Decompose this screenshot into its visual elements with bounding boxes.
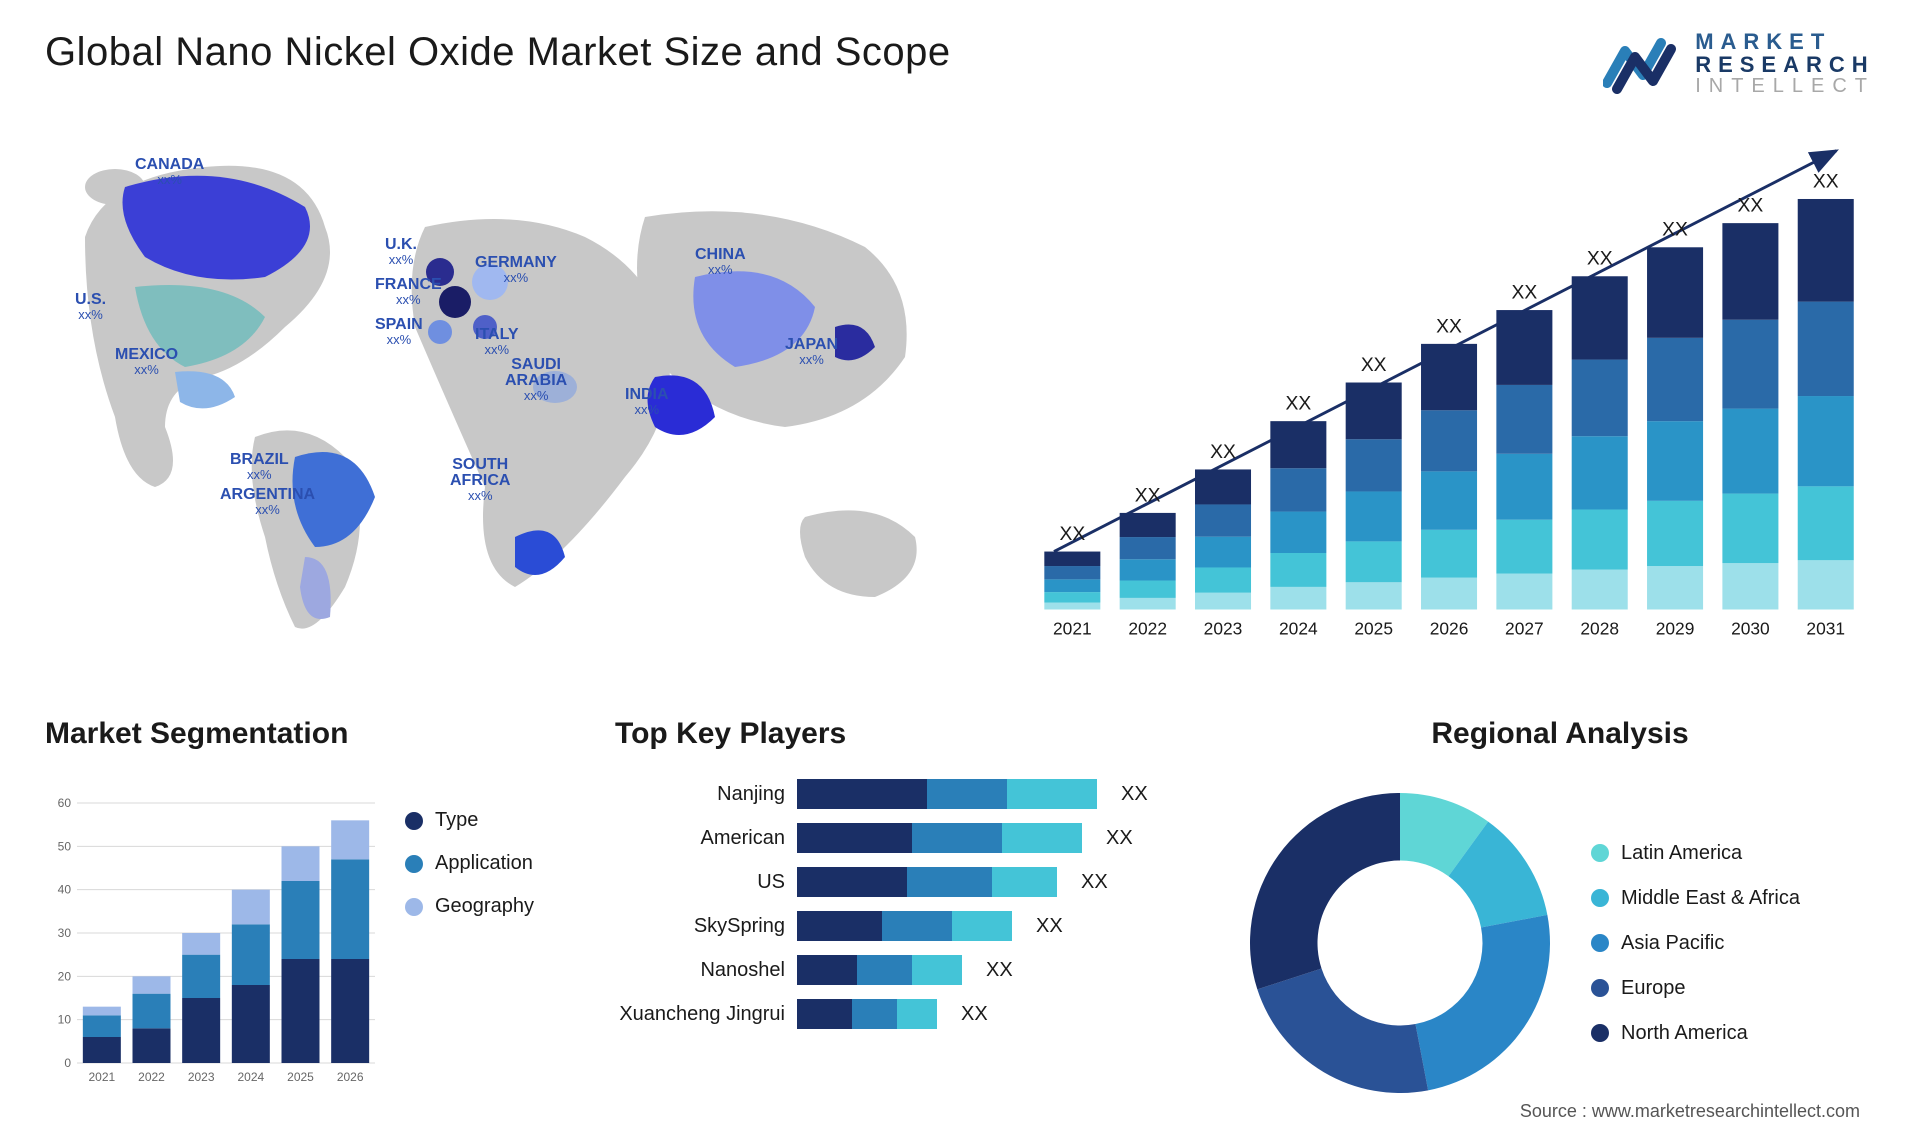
svg-text:XX: XX <box>1512 283 1538 304</box>
legend-item: Geography <box>405 895 534 918</box>
segmentation-bar-chart: 0 10 20 30 40 50 60 2021 2022 2023 2024 2025 2026 <box>45 769 375 1117</box>
logo-mark-icon <box>1603 33 1681 95</box>
svg-text:2022: 2022 <box>1128 619 1167 639</box>
svg-text:XX: XX <box>1285 394 1311 415</box>
players-bars: NanjingXX AmericanXX USXX SkySpringXX Nanosh… <box>615 769 1195 1029</box>
player-row: SkySpringXX <box>615 911 1195 941</box>
svg-text:XX: XX <box>1662 220 1688 241</box>
player-row: NanoshelXX <box>615 955 1195 985</box>
logo-line1: MARKET <box>1695 30 1875 53</box>
legend-item: Europe <box>1591 977 1800 1000</box>
regional-panel: Regional Analysis Latin America Middle Ea… <box>1245 717 1875 1117</box>
svg-text:XX: XX <box>1210 442 1236 463</box>
brand-logo: MARKET RESEARCH INTELLECT <box>1603 30 1875 97</box>
svg-text:10: 10 <box>58 1013 72 1027</box>
legend-item: Middle East & Africa <box>1591 887 1800 910</box>
svg-text:60: 60 <box>58 796 72 810</box>
svg-text:XX: XX <box>1436 316 1462 337</box>
growth-chart-panel: XX 2021 XX 2022 XX 2023 XX 2024 XX 2025 XX 2026 XX 20… <box>1025 117 1875 677</box>
map-label: BRAZILxx% <box>230 452 289 481</box>
svg-text:2031: 2031 <box>1806 619 1845 639</box>
svg-text:40: 40 <box>58 883 72 897</box>
svg-text:2021: 2021 <box>88 1070 115 1084</box>
svg-text:2029: 2029 <box>1656 619 1695 639</box>
svg-text:2026: 2026 <box>1430 619 1469 639</box>
growth-bar-chart: XX 2021 XX 2022 XX 2023 XX 2024 XX 2025 XX 2026 XX 20… <box>1025 117 1875 677</box>
svg-text:2026: 2026 <box>337 1070 364 1084</box>
svg-text:XX: XX <box>1361 355 1387 376</box>
svg-text:20: 20 <box>58 970 72 984</box>
map-label: ARGENTINAxx% <box>220 487 315 516</box>
regional-legend: Latin America Middle East & Africa Asia Pa… <box>1591 842 1800 1045</box>
svg-text:50: 50 <box>58 840 72 854</box>
svg-text:2023: 2023 <box>188 1070 215 1084</box>
svg-text:XX: XX <box>1135 486 1161 507</box>
players-panel: Top Key Players NanjingXX AmericanXX USXX S… <box>615 717 1195 1117</box>
player-row: NanjingXX <box>615 779 1195 809</box>
segmentation-legend: Type Application Geography <box>405 769 534 1117</box>
svg-text:2025: 2025 <box>287 1070 314 1084</box>
logo-line2: RESEARCH <box>1695 53 1875 76</box>
map-label: ITALYxx% <box>475 327 519 356</box>
svg-text:2027: 2027 <box>1505 619 1544 639</box>
page-title: Global Nano Nickel Oxide Market Size and… <box>45 30 951 75</box>
segmentation-panel: Market Segmentation 0 10 20 30 40 50 60 2021 202… <box>45 717 565 1117</box>
player-row: Xuancheng JingruiXX <box>615 999 1195 1029</box>
svg-text:2021: 2021 <box>1053 619 1092 639</box>
svg-text:2028: 2028 <box>1580 619 1619 639</box>
map-label: SPAINxx% <box>375 317 423 346</box>
players-title: Top Key Players <box>615 717 1195 751</box>
legend-item: Application <box>405 852 534 875</box>
map-label: JAPANxx% <box>785 337 838 366</box>
svg-text:2024: 2024 <box>1279 619 1318 639</box>
svg-text:2022: 2022 <box>138 1070 165 1084</box>
svg-text:2030: 2030 <box>1731 619 1770 639</box>
player-row: AmericanXX <box>615 823 1195 853</box>
svg-text:0: 0 <box>64 1056 71 1070</box>
svg-text:XX: XX <box>1059 524 1085 545</box>
source-citation: Source : www.marketresearchintellect.com <box>1520 1101 1860 1122</box>
svg-text:30: 30 <box>58 926 72 940</box>
svg-text:XX: XX <box>1813 172 1839 193</box>
legend-item: Asia Pacific <box>1591 932 1800 955</box>
regional-title: Regional Analysis <box>1245 717 1875 751</box>
svg-text:2023: 2023 <box>1204 619 1243 639</box>
map-label: CANADAxx% <box>135 157 204 186</box>
svg-text:XX: XX <box>1738 196 1764 217</box>
map-label: SOUTHAFRICAxx% <box>450 457 510 502</box>
svg-text:2025: 2025 <box>1354 619 1393 639</box>
map-label: SAUDIARABIAxx% <box>505 357 567 402</box>
regional-donut-chart <box>1245 788 1555 1098</box>
map-label: MEXICOxx% <box>115 347 178 376</box>
legend-item: Type <box>405 809 534 832</box>
map-label: U.S.xx% <box>75 292 106 321</box>
svg-text:XX: XX <box>1587 249 1613 270</box>
world-map-panel: CANADAxx% U.S.xx% MEXICOxx% U.K.xx% FRANCExx… <box>45 117 985 677</box>
map-label: U.K.xx% <box>385 237 417 266</box>
map-label: CHINAxx% <box>695 247 746 276</box>
map-label: GERMANYxx% <box>475 255 557 284</box>
logo-line3: INTELLECT <box>1695 76 1875 97</box>
map-label: INDIAxx% <box>625 387 669 416</box>
legend-item: Latin America <box>1591 842 1800 865</box>
legend-item: North America <box>1591 1022 1800 1045</box>
map-label: FRANCExx% <box>375 277 442 306</box>
segmentation-title: Market Segmentation <box>45 717 565 751</box>
svg-text:2024: 2024 <box>237 1070 264 1084</box>
player-row: USXX <box>615 867 1195 897</box>
